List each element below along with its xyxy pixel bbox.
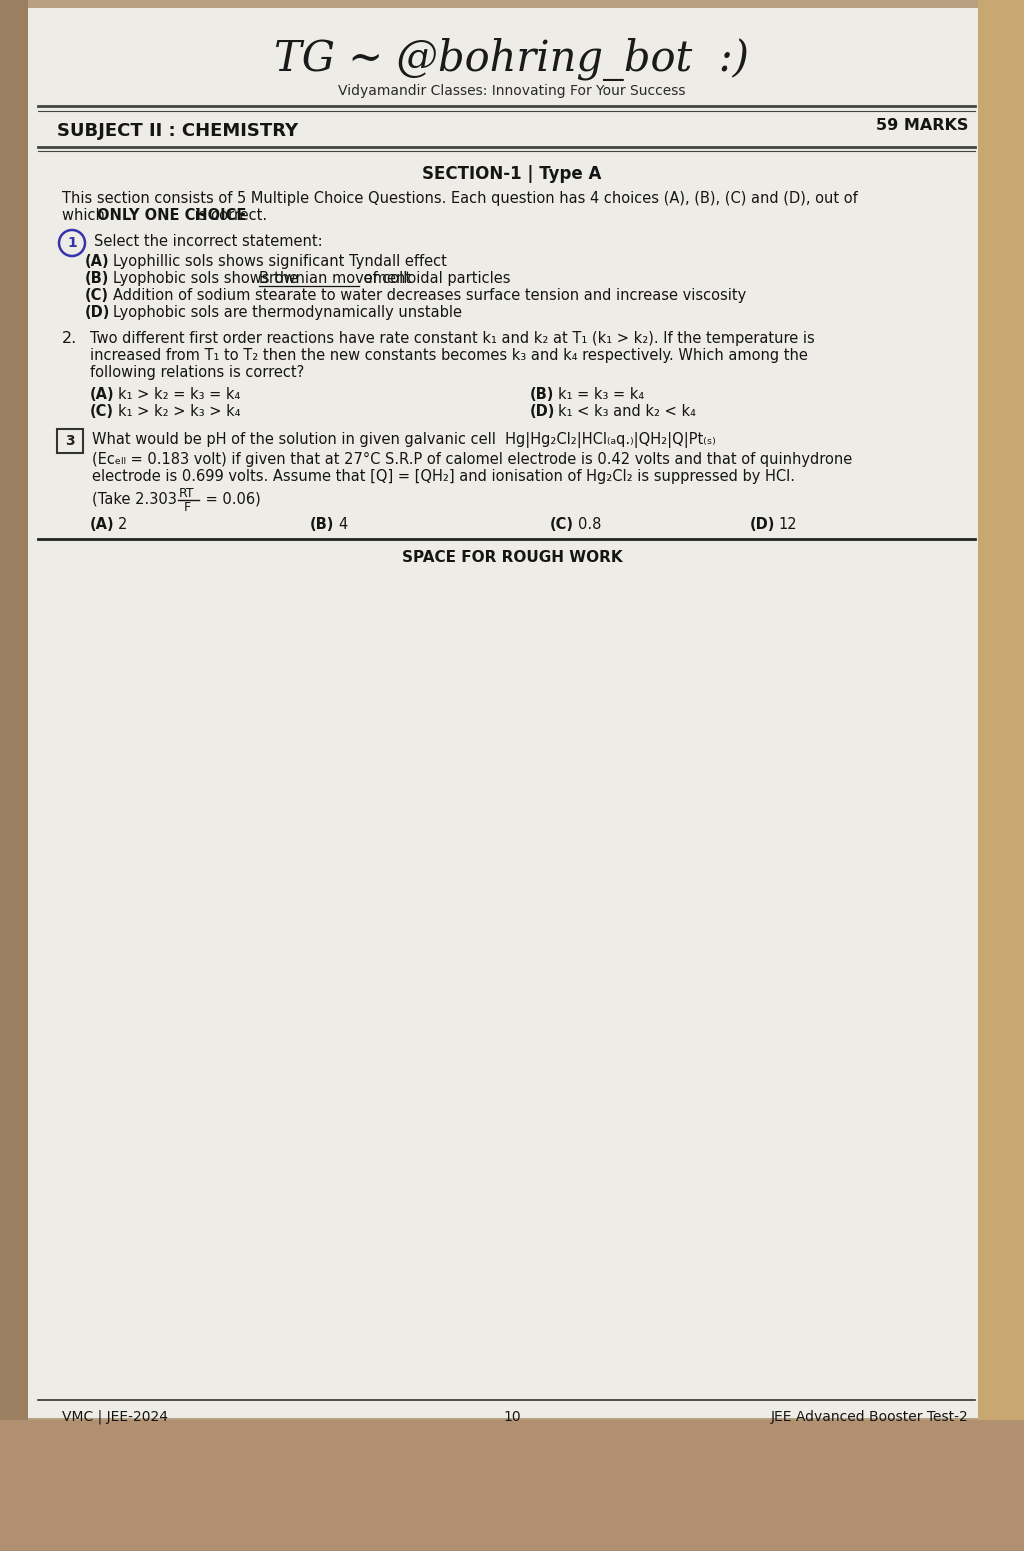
Text: electrode is 0.699 volts. Assume that [Q] = [QH₂] and ionisation of Hg₂Cl₂ is su: electrode is 0.699 volts. Assume that [Q… bbox=[92, 468, 795, 484]
Text: (A): (A) bbox=[85, 254, 110, 268]
Text: (D): (D) bbox=[85, 306, 111, 320]
FancyBboxPatch shape bbox=[978, 0, 1024, 1551]
Text: (C): (C) bbox=[90, 403, 114, 419]
Text: (D): (D) bbox=[750, 516, 775, 532]
Text: What would be pH of the solution in given galvanic cell  Hg|Hg₂Cl₂|HCl₍ₐq.₎|QH₂|: What would be pH of the solution in give… bbox=[92, 433, 716, 448]
FancyBboxPatch shape bbox=[28, 8, 978, 1418]
Text: SECTION-1 | Type A: SECTION-1 | Type A bbox=[422, 164, 602, 183]
FancyBboxPatch shape bbox=[0, 1421, 1024, 1551]
Text: This section consists of 5 Multiple Choice Questions. Each question has 4 choice: This section consists of 5 Multiple Choi… bbox=[62, 191, 858, 206]
Text: = 0.06): = 0.06) bbox=[201, 492, 261, 506]
Text: k₁ = k₃ = k₄: k₁ = k₃ = k₄ bbox=[558, 388, 644, 402]
Text: k₁ > k₂ > k₃ > k₄: k₁ > k₂ > k₃ > k₄ bbox=[118, 403, 241, 419]
Text: JEE Advanced Booster Test-2: JEE Advanced Booster Test-2 bbox=[770, 1410, 968, 1424]
Text: 3: 3 bbox=[66, 434, 75, 448]
Text: SUBJECT II : CHEMISTRY: SUBJECT II : CHEMISTRY bbox=[57, 123, 298, 140]
Text: Select the incorrect statement:: Select the incorrect statement: bbox=[94, 234, 323, 250]
Text: Lyophobic sols shows the: Lyophobic sols shows the bbox=[113, 271, 303, 285]
Text: Two different first order reactions have rate constant k₁ and k₂ at T₁ (k₁ > k₂): Two different first order reactions have… bbox=[90, 330, 815, 346]
Text: TG ~ @bohring_bot  :): TG ~ @bohring_bot :) bbox=[274, 39, 750, 81]
Text: Brownian movement: Brownian movement bbox=[259, 271, 412, 285]
Text: 2.: 2. bbox=[62, 330, 77, 346]
Text: Addition of sodium stearate to water decreases surface tension and increase visc: Addition of sodium stearate to water dec… bbox=[113, 288, 746, 302]
Text: 59 MARKS: 59 MARKS bbox=[876, 118, 968, 133]
FancyBboxPatch shape bbox=[0, 0, 28, 1551]
Text: following relations is correct?: following relations is correct? bbox=[90, 364, 304, 380]
Text: VMC | JEE-2024: VMC | JEE-2024 bbox=[62, 1410, 168, 1424]
Text: RT: RT bbox=[179, 487, 195, 499]
Text: k₁ > k₂ = k₃ = k₄: k₁ > k₂ = k₃ = k₄ bbox=[118, 388, 241, 402]
Text: k₁ < k₃ and k₂ < k₄: k₁ < k₃ and k₂ < k₄ bbox=[558, 403, 696, 419]
Text: 10: 10 bbox=[503, 1410, 521, 1424]
Text: (Take 2.303: (Take 2.303 bbox=[92, 492, 181, 506]
Text: Lyophillic sols shows significant Tyndall effect: Lyophillic sols shows significant Tyndal… bbox=[113, 254, 446, 268]
Text: (A): (A) bbox=[90, 388, 115, 402]
Text: SPACE FOR ROUGH WORK: SPACE FOR ROUGH WORK bbox=[401, 551, 623, 565]
Text: 2: 2 bbox=[118, 516, 127, 532]
Text: 12: 12 bbox=[778, 516, 797, 532]
Text: (C): (C) bbox=[85, 288, 109, 302]
Text: 4: 4 bbox=[338, 516, 347, 532]
Text: which: which bbox=[62, 208, 110, 223]
Text: is correct.: is correct. bbox=[189, 208, 267, 223]
Text: (B): (B) bbox=[85, 271, 110, 285]
Text: 1: 1 bbox=[68, 236, 77, 250]
Text: (Eᴄₑₗₗ = 0.183 volt) if given that at 27°C S.R.P of calomel electrode is 0.42 vo: (Eᴄₑₗₗ = 0.183 volt) if given that at 27… bbox=[92, 451, 852, 467]
Text: of colloidal particles: of colloidal particles bbox=[358, 271, 510, 285]
Text: Lyophobic sols are thermodynamically unstable: Lyophobic sols are thermodynamically uns… bbox=[113, 306, 462, 320]
Text: increased from T₁ to T₂ then the new constants becomes k₃ and k₄ respectively. W: increased from T₁ to T₂ then the new con… bbox=[90, 347, 808, 363]
Text: Vidyamandir Classes: Innovating For Your Success: Vidyamandir Classes: Innovating For Your… bbox=[338, 84, 686, 98]
Text: F: F bbox=[184, 501, 191, 513]
Text: (C): (C) bbox=[550, 516, 574, 532]
Text: ONLY ONE CHOICE: ONLY ONE CHOICE bbox=[97, 208, 246, 223]
Text: (A): (A) bbox=[90, 516, 115, 532]
Text: (B): (B) bbox=[530, 388, 554, 402]
Text: (B): (B) bbox=[310, 516, 335, 532]
Text: (D): (D) bbox=[530, 403, 555, 419]
Text: 0.8: 0.8 bbox=[578, 516, 601, 532]
